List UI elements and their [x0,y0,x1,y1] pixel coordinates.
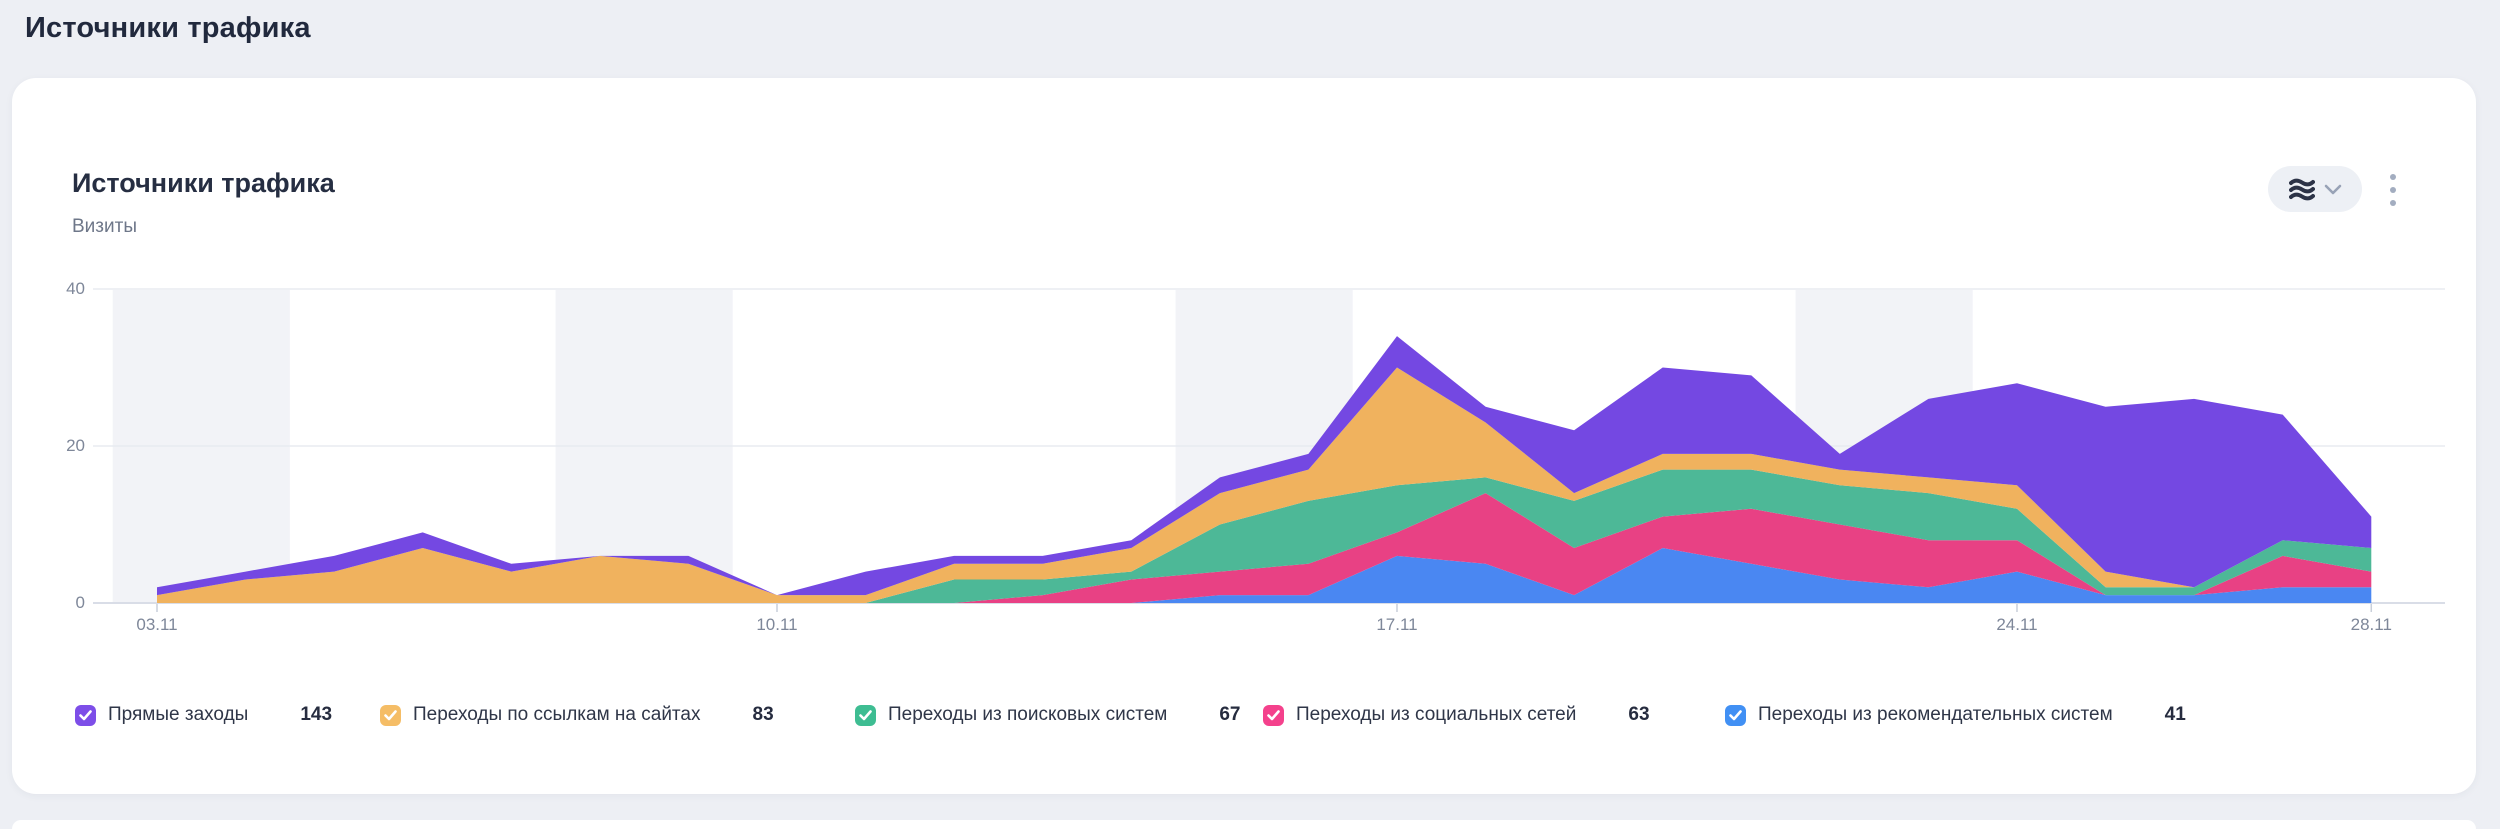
page-title: Источники трафика [25,12,311,44]
checkmark-icon [384,709,397,720]
x-axis-label: 24.11 [1996,615,2038,634]
card-title: Источники трафика [72,168,335,198]
area-series-search [157,469,2372,603]
x-axis-label: 28.11 [2350,615,2392,634]
area-series-links [157,367,2372,603]
chart-type-button[interactable] [2268,166,2362,212]
legend-item-links[interactable]: Переходы по ссылкам на сайтах 83 [380,702,774,728]
legend-count: 143 [300,704,333,725]
y-axis-label: 40 [66,279,85,298]
area-series-direct [157,336,2372,596]
legend-item-search[interactable]: Переходы из поисковых систем 67 [855,702,1240,728]
kebab-menu-icon [2390,174,2396,180]
legend-count: 67 [1219,704,1241,725]
legend-item-direct[interactable]: Прямые заходы 143 [75,702,332,728]
stacked-area-icon [2288,176,2315,202]
legend-checkbox-links[interactable] [380,704,401,726]
legend-label: Переходы по ссылкам на сайтах [413,704,701,725]
checkmark-icon [859,709,872,720]
area-series-rec [157,548,2372,603]
x-axis-label: 10.11 [756,615,798,634]
legend-checkbox-social[interactable] [1263,704,1284,726]
legend-checkbox-rec[interactable] [1725,704,1746,726]
legend-item-rec[interactable]: Переходы из рекомендательных систем 41 [1725,702,2186,728]
kebab-menu-button[interactable] [2378,168,2408,212]
y-axis-label: 20 [66,436,85,455]
legend-label: Переходы из поисковых систем [888,704,1168,725]
legend-label: Прямые заходы [108,704,249,725]
legend-checkbox-direct[interactable] [75,704,96,726]
x-axis-label: 17.11 [1376,615,1418,634]
card-subtitle: Визиты [72,216,137,237]
legend-label: Переходы из рекомендательных систем [1758,704,2113,725]
checkmark-icon [79,709,92,720]
checkmark-icon [1267,709,1280,720]
checkmark-icon [1729,709,1742,720]
legend-count: 41 [2164,704,2186,725]
x-axis-label: 03.11 [136,615,178,634]
area-series-social [157,493,2372,603]
next-card-top-edge [12,820,2476,829]
chevron-down-icon [2324,184,2342,195]
legend-count: 63 [1628,704,1650,725]
legend-item-social[interactable]: Переходы из социальных сетей 63 [1263,702,1650,728]
legend-checkbox-search[interactable] [855,704,876,726]
legend-count: 83 [752,704,774,725]
legend-label: Переходы из социальных сетей [1296,704,1577,725]
y-axis-label: 0 [75,593,85,612]
